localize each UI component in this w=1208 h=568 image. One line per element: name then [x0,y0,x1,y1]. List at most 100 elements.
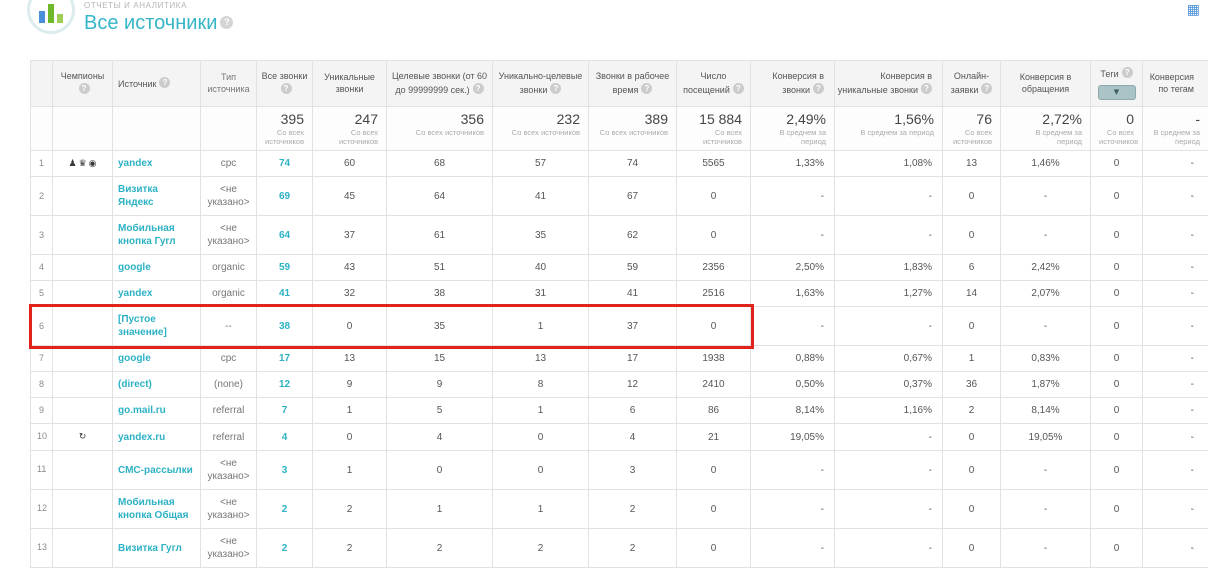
column-header-champions[interactable]: Чемпионы? [53,61,113,107]
column-header-conv_appeals[interactable]: Конверсия в обращения [1001,61,1091,107]
help-icon[interactable]: ? [733,83,744,94]
all-calls-link[interactable]: 12 [279,379,290,390]
help-icon[interactable]: ? [981,83,992,94]
source-link[interactable]: Визитка Яндекс [118,184,158,208]
column-header-target_calls[interactable]: Целевые звонки (от 60 до 99999999 сек.)? [387,61,493,107]
cell-num: 7 [31,346,53,372]
all-calls-link[interactable]: 59 [279,262,290,273]
help-icon[interactable]: ? [921,83,932,94]
column-header-conv_calls[interactable]: Конверсия в звонки? [751,61,835,107]
column-label: Конверсия в обращения [1020,72,1072,93]
all-calls-link[interactable]: 64 [279,230,290,241]
help-icon[interactable]: ? [641,83,652,94]
help-icon[interactable]: ? [1122,67,1133,78]
source-link[interactable]: go.mail.ru [118,405,166,416]
all-calls-link[interactable]: 38 [279,321,290,332]
all-calls-link[interactable]: 41 [279,288,290,299]
column-header-tags[interactable]: Теги? ▼ [1091,61,1143,107]
summary-value: 15 884 [685,111,742,127]
column-header-conv_tags[interactable]: Конверсия по тегам [1143,61,1208,107]
source-link[interactable]: Мобильная кнопка Гугл [118,223,176,247]
cell-conv_unique_calls: - [835,177,943,216]
refresh-icon[interactable]: ↻ [79,432,87,442]
column-header-online_requests[interactable]: Онлайн-заявки? [943,61,1001,107]
cell-conv_appeals: 0,83% [1001,346,1091,372]
cell-tags: 0 [1091,281,1143,307]
help-icon[interactable]: ? [159,77,170,88]
cell-unique_calls: 37 [313,216,387,255]
all-calls-link[interactable]: 74 [279,158,290,169]
source-link[interactable]: Мобильная кнопка Общая [118,497,188,521]
cell-all_calls: 3 [257,451,313,490]
column-label: Чемпионы [61,71,105,81]
help-icon[interactable]: ? [79,83,90,94]
all-calls-link[interactable]: 69 [279,191,290,202]
cell-work_time_calls: 6 [589,398,677,424]
cell-unique_calls: 43 [313,255,387,281]
source-link[interactable]: [Пустое значение] [118,314,167,338]
column-header-work_time_calls[interactable]: Звонки в рабочее время? [589,61,677,107]
cell-unique_calls: 2 [313,490,387,529]
cell-online_requests: 6 [943,255,1001,281]
column-label: Все звонки [262,71,308,81]
source-link[interactable]: yandex [118,288,152,299]
cell-champions: ♟♛◉ [53,150,113,177]
help-icon[interactable]: ? [550,83,561,94]
all-calls-link[interactable]: 17 [279,353,290,364]
all-calls-link[interactable]: 7 [282,405,288,416]
all-calls-link[interactable]: 3 [282,465,288,476]
source-link[interactable]: google [118,353,151,364]
all-calls-link[interactable]: 4 [282,432,288,443]
cell-conv_appeals: 2,42% [1001,255,1091,281]
app-logo[interactable] [27,0,75,34]
all-calls-link[interactable]: 2 [282,504,288,515]
cell-champions [53,307,113,346]
column-header-unique_target_calls[interactable]: Уникально-целевые звонки? [493,61,589,107]
cell-conv_appeals: - [1001,490,1091,529]
cup-icon[interactable]: ♛ [79,159,87,169]
summary-value: 1,56% [843,111,934,127]
column-header-type[interactable]: Тип источника [201,61,257,107]
cell-tags: 0 [1091,424,1143,451]
column-label: Теги [1100,69,1118,79]
all-calls-link[interactable]: 2 [282,543,288,554]
cell-visits: 2516 [677,281,751,307]
summary-value: 395 [265,111,304,127]
cell-all_calls: 69 [257,177,313,216]
cell-online_requests: 14 [943,281,1001,307]
info-icon[interactable]: ◉ [89,159,97,169]
cell-conv_tags: - [1143,398,1208,424]
column-header-source[interactable]: Источник? [113,61,201,107]
bell-icon[interactable]: ♟ [68,159,76,169]
cell-visits: 0 [677,451,751,490]
cell-unique_calls: 0 [313,307,387,346]
source-link[interactable]: (direct) [118,379,152,390]
cell-conv_appeals: - [1001,307,1091,346]
column-header-unique_calls[interactable]: Уникальные звонки [313,61,387,107]
cell-all_calls: 38 [257,307,313,346]
cell-type: cpc [201,346,257,372]
help-icon[interactable]: ? [281,83,292,94]
cell-conv_tags: - [1143,529,1208,568]
cell-source: (direct) [113,372,201,398]
help-icon[interactable]: ? [473,83,484,94]
source-link[interactable]: СМС-рассылки [118,465,193,476]
column-header-all_calls[interactable]: Все звонки? [257,61,313,107]
source-link[interactable]: yandex.ru [118,432,165,443]
column-header-conv_unique_calls[interactable]: Конверсия в уникальные звонки? [835,61,943,107]
help-icon[interactable]: ? [813,83,824,94]
source-link[interactable]: google [118,262,151,273]
source-link[interactable]: yandex [118,158,152,169]
source-link[interactable]: Визитка Гугл [118,543,182,554]
column-settings-icon[interactable]: ▦ [1187,3,1200,17]
cell-conv_unique_calls: - [835,490,943,529]
cell-type: <не указано> [201,216,257,255]
title-help-icon[interactable]: ? [220,16,233,29]
column-header-visits[interactable]: Число посещений? [677,61,751,107]
cell-source: yandex [113,150,201,177]
tags-filter-button[interactable]: ▼ [1098,85,1136,100]
